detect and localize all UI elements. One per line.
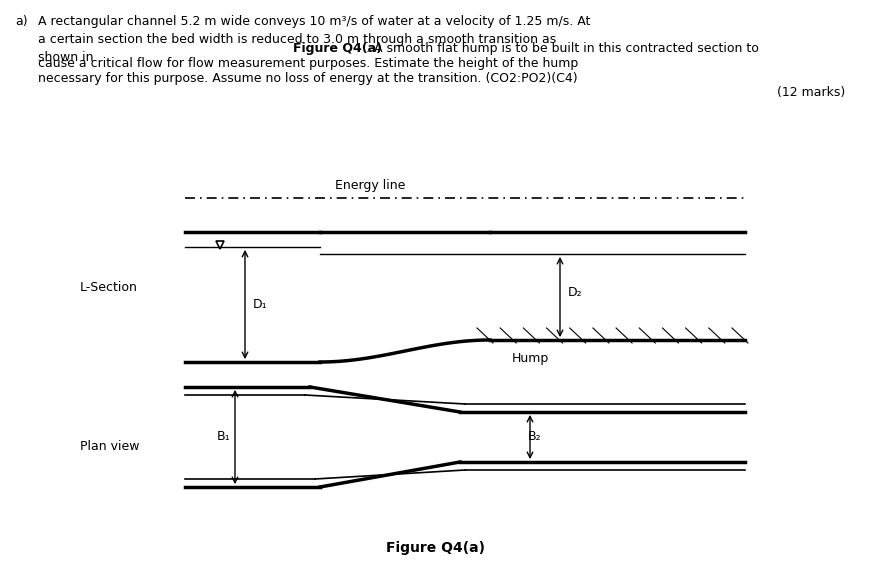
Text: D₂: D₂: [568, 285, 582, 299]
Text: D₁: D₁: [253, 298, 268, 311]
Text: Figure Q4(a): Figure Q4(a): [293, 42, 382, 55]
Text: a): a): [15, 15, 28, 28]
Text: A rectangular channel 5.2 m wide conveys 10 m³/s of water at a velocity of 1.25 : A rectangular channel 5.2 m wide conveys…: [38, 15, 590, 64]
Text: Figure Q4(a): Figure Q4(a): [387, 541, 485, 555]
Text: Plan view: Plan view: [80, 440, 140, 454]
Text: Energy line: Energy line: [335, 179, 405, 192]
Text: cause a critical flow for flow measurement purposes. Estimate the height of the : cause a critical flow for flow measureme…: [38, 57, 578, 70]
Text: L-Section: L-Section: [80, 281, 138, 294]
Text: . A smooth flat hump is to be built in this contracted section to: . A smooth flat hump is to be built in t…: [366, 42, 759, 55]
Text: Hump: Hump: [512, 352, 548, 365]
Text: necessary for this purpose. Assume no loss of energy at the transition. (CO2:PO2: necessary for this purpose. Assume no lo…: [38, 72, 578, 85]
Text: (12 marks): (12 marks): [777, 86, 845, 99]
Text: B₂: B₂: [528, 430, 541, 444]
Text: B₁: B₁: [217, 430, 230, 444]
